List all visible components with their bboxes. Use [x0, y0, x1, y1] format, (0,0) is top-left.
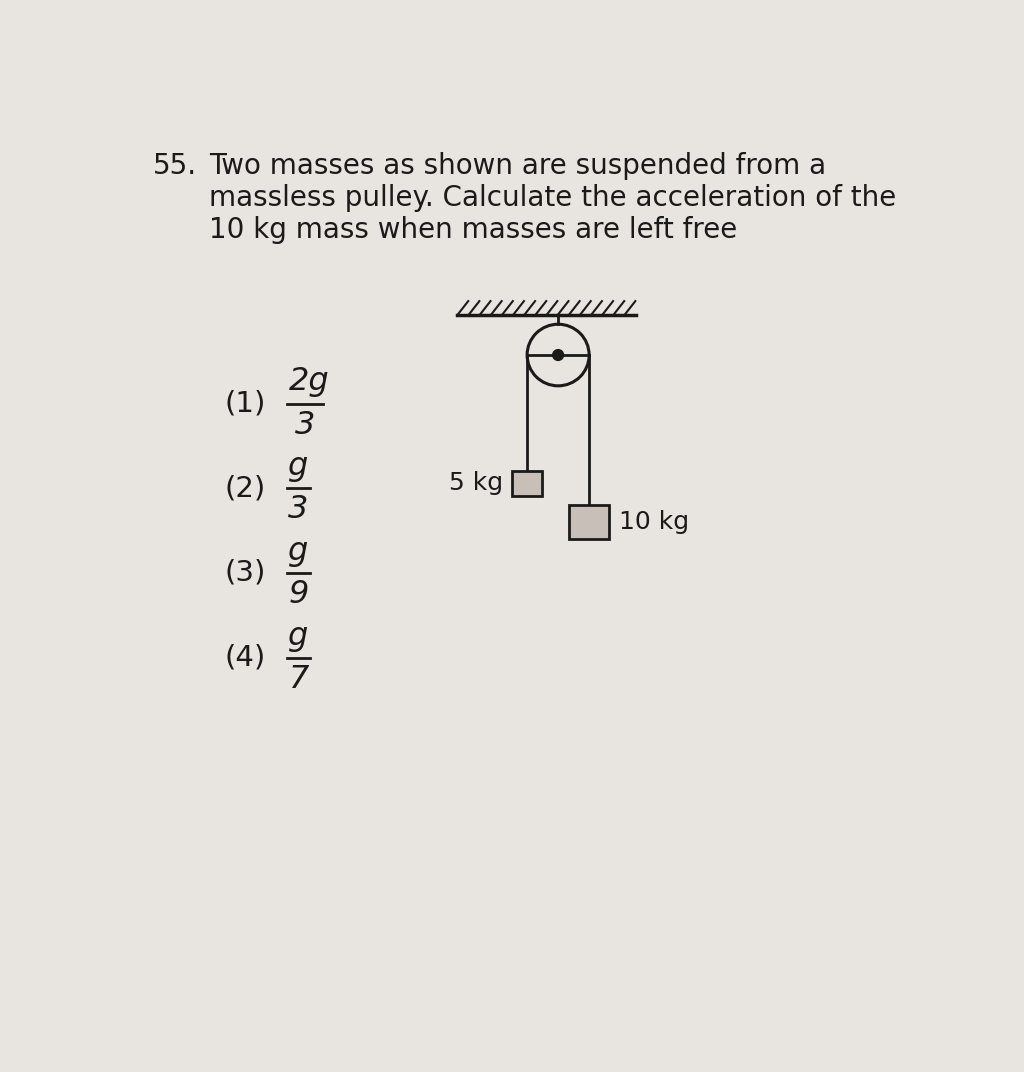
Text: 55.: 55. [153, 152, 197, 180]
Text: (1): (1) [225, 389, 266, 417]
Text: 3: 3 [295, 410, 315, 441]
Text: 10 kg mass when masses are left free: 10 kg mass when masses are left free [209, 217, 737, 244]
Text: 10 kg: 10 kg [618, 510, 689, 534]
Text: g: g [289, 536, 309, 567]
Text: g: g [289, 621, 309, 652]
Bar [569, 505, 609, 539]
Text: massless pulley. Calculate the acceleration of the: massless pulley. Calculate the accelerat… [209, 184, 897, 212]
Text: g: g [289, 451, 309, 482]
Bar [512, 471, 542, 496]
Circle shape [553, 349, 563, 360]
Text: (3): (3) [225, 559, 266, 587]
Text: 7: 7 [289, 664, 308, 695]
Text: 5 kg: 5 kg [449, 472, 503, 495]
Text: Two masses as shown are suspended from a: Two masses as shown are suspended from a [209, 152, 826, 180]
Text: (4): (4) [225, 643, 266, 672]
Text: 3: 3 [289, 494, 308, 525]
Text: 2g: 2g [289, 367, 329, 398]
Text: 9: 9 [289, 579, 308, 610]
Text: (2): (2) [225, 474, 266, 502]
